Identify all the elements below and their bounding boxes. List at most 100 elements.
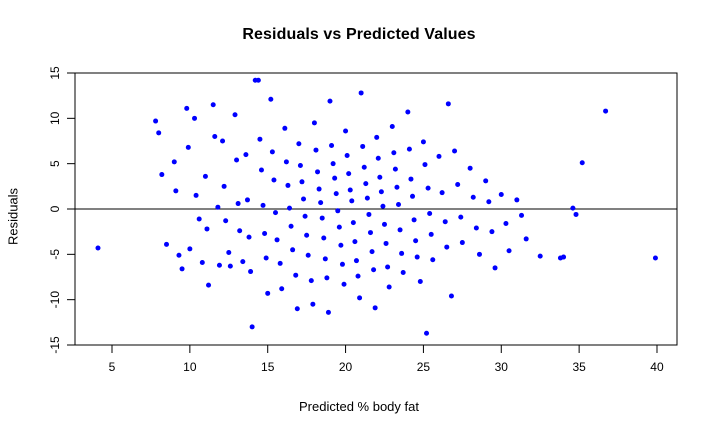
y-tick-label: 10 <box>48 111 62 125</box>
data-point <box>399 250 405 256</box>
data-point <box>394 184 400 190</box>
data-point <box>95 245 101 251</box>
data-point <box>361 164 367 170</box>
data-point <box>273 210 278 216</box>
data-point <box>258 167 264 173</box>
data-point <box>366 211 372 217</box>
data-point <box>405 109 411 115</box>
data-point <box>288 223 294 229</box>
data-point <box>352 239 358 245</box>
data-point <box>489 229 495 235</box>
x-axis-ticks: 5 10 15 20 25 30 35 40 <box>109 345 664 374</box>
data-point <box>315 169 321 175</box>
data-point <box>339 261 345 267</box>
data-point <box>216 262 222 268</box>
data-point <box>322 256 328 262</box>
data-point <box>204 226 210 232</box>
data-point <box>325 309 331 315</box>
data-point <box>519 212 525 218</box>
data-point <box>316 186 322 192</box>
data-point <box>243 152 249 158</box>
data-point <box>378 189 384 195</box>
data-point <box>391 150 397 156</box>
data-point <box>473 225 479 231</box>
data-point <box>202 173 208 179</box>
data-point <box>321 235 327 241</box>
data-point <box>244 197 250 203</box>
data-point <box>380 203 386 209</box>
data-point <box>428 231 434 237</box>
data-point <box>498 191 504 197</box>
x-tick-label: 25 <box>417 360 431 374</box>
data-point <box>374 134 380 140</box>
data-point <box>319 215 325 221</box>
data-point <box>476 251 482 257</box>
data-point <box>304 232 310 238</box>
data-point <box>410 193 416 199</box>
data-point <box>235 201 241 207</box>
data-point <box>470 194 476 200</box>
data-point <box>397 227 403 233</box>
data-point <box>506 248 512 254</box>
data-point <box>212 133 218 139</box>
data-point <box>363 181 369 187</box>
data-point <box>338 242 344 248</box>
data-point <box>199 259 205 265</box>
data-point <box>234 157 240 163</box>
data-point <box>263 255 269 261</box>
data-point <box>467 165 473 171</box>
data-point <box>285 182 291 188</box>
data-point <box>156 130 162 136</box>
data-point <box>333 191 339 197</box>
data-point <box>310 301 316 307</box>
y-tick-label: -10 <box>48 291 62 309</box>
x-tick-label: 15 <box>261 360 275 374</box>
data-point <box>406 146 412 152</box>
data-point <box>483 178 489 184</box>
data-point <box>503 221 509 227</box>
data-point <box>444 244 450 250</box>
data-point <box>408 176 414 182</box>
data-point <box>249 324 255 330</box>
data-point <box>329 143 335 149</box>
x-tick-label: 5 <box>109 360 116 374</box>
data-point <box>268 96 274 102</box>
data-point <box>427 211 433 217</box>
data-point <box>179 266 185 272</box>
data-point <box>347 187 353 193</box>
data-point <box>357 295 363 301</box>
data-point <box>192 115 198 121</box>
data-point <box>223 218 229 224</box>
data-point <box>237 228 243 234</box>
data-point <box>277 260 283 266</box>
data-point <box>392 166 398 172</box>
data-point <box>420 139 426 145</box>
x-tick-label: 40 <box>650 360 664 374</box>
data-point <box>290 247 296 253</box>
data-point <box>400 269 406 275</box>
data-point <box>176 252 182 258</box>
data-point <box>344 153 350 159</box>
data-point <box>187 246 193 252</box>
data-point <box>232 112 238 118</box>
data-point <box>561 254 567 260</box>
data-point <box>358 90 364 96</box>
data-point <box>383 240 389 246</box>
data-point <box>255 77 261 83</box>
data-point <box>153 118 159 124</box>
data-point <box>349 198 355 204</box>
data-point <box>301 196 307 202</box>
data-point <box>221 183 227 189</box>
data-point <box>206 282 212 288</box>
data-point <box>372 305 378 311</box>
data-point <box>210 102 216 108</box>
data-point <box>260 202 266 208</box>
data-point <box>411 217 417 223</box>
data-point <box>436 153 442 159</box>
data-point <box>227 263 233 269</box>
data-point <box>299 179 305 185</box>
x-tick-label: 30 <box>495 360 509 374</box>
data-point <box>371 267 377 273</box>
data-point <box>442 219 448 225</box>
